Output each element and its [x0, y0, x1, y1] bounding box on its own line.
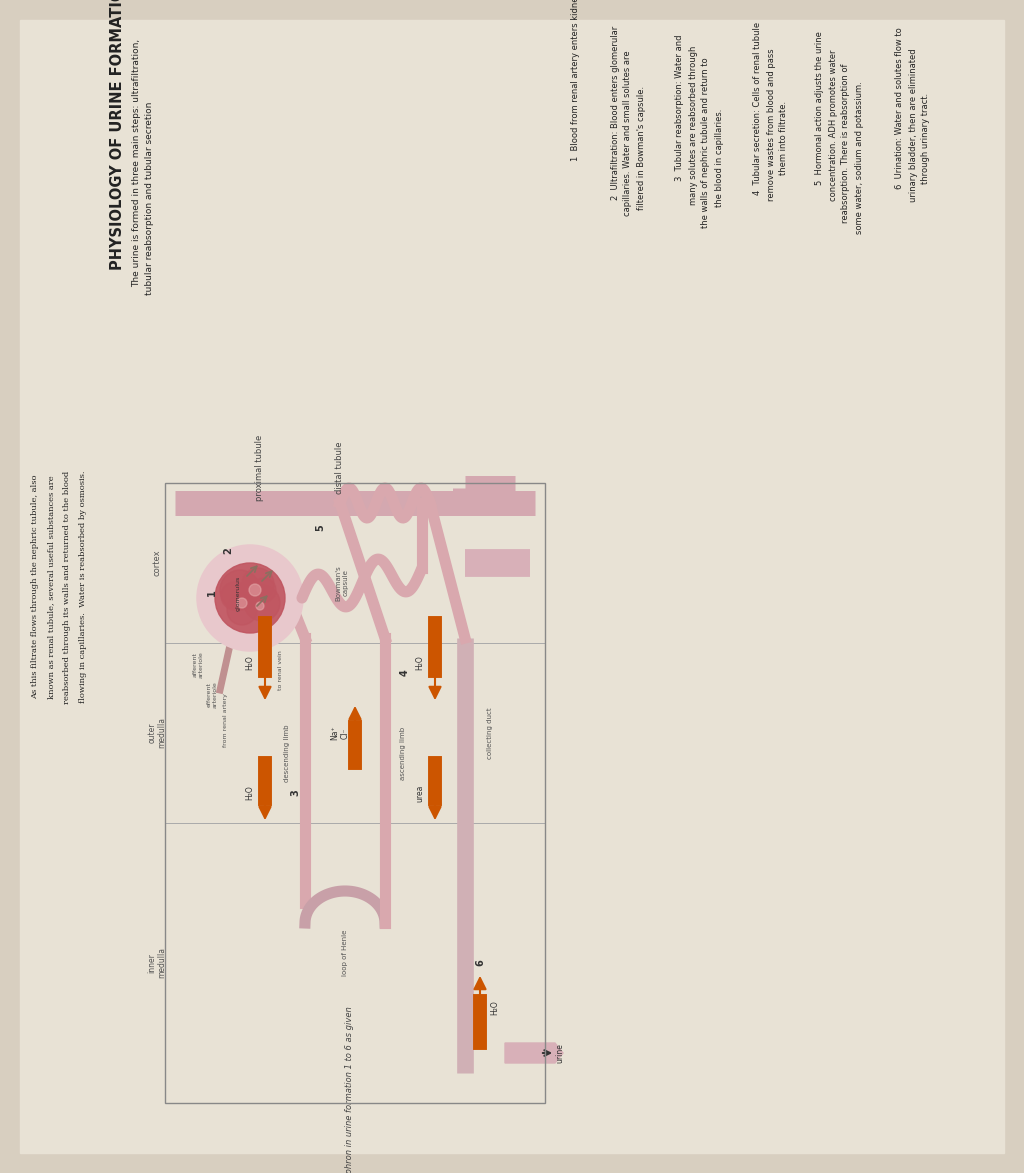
Text: PHYSIOLOGY OF URINE FORMATION: PHYSIOLOGY OF URINE FORMATION: [111, 0, 126, 270]
Text: 5: 5: [315, 524, 325, 531]
Text: 3: 3: [290, 789, 300, 796]
Text: flowing in capillaries.  Water is reabsorbed by osmosis.: flowing in capillaries. Water is reabsor…: [79, 470, 87, 704]
Text: 6  Urination: Water and solutes flow to: 6 Urination: Water and solutes flow to: [896, 27, 904, 189]
Text: H₂O: H₂O: [246, 656, 255, 671]
Text: loop of Henle: loop of Henle: [342, 930, 348, 976]
Circle shape: [215, 563, 285, 633]
Text: collecting duct: collecting duct: [487, 707, 493, 759]
Circle shape: [221, 582, 249, 610]
Text: 4  Tubular secretion: Cells of renal tubule: 4 Tubular secretion: Cells of renal tubu…: [754, 21, 763, 195]
Text: Bowman's
capsule: Bowman's capsule: [336, 565, 348, 601]
Text: some water, sodium and potassium.: some water, sodium and potassium.: [854, 82, 863, 235]
Text: H₂O: H₂O: [490, 1001, 500, 1016]
Text: descending limb: descending limb: [284, 724, 290, 781]
Text: reabsorbed through its walls and returned to the blood: reabsorbed through its walls and returne…: [63, 470, 71, 704]
Text: Fig. 1.56 Role of nephron in urine formation 1 to 6 as given: Fig. 1.56 Role of nephron in urine forma…: [345, 1006, 354, 1173]
Text: distal tubule: distal tubule: [336, 442, 344, 494]
Text: concentration. ADH promotes water: concentration. ADH promotes water: [828, 49, 838, 201]
Text: 1  Blood from renal artery enters kidneys.: 1 Blood from renal artery enters kidneys…: [570, 0, 580, 161]
FancyArrow shape: [505, 1043, 563, 1063]
Text: to renal vein: to renal vein: [278, 650, 283, 690]
Text: 3  Tubular reabsorption: Water and: 3 Tubular reabsorption: Water and: [676, 35, 684, 182]
Text: Na⁺
Cl⁻: Na⁺ Cl⁻: [331, 726, 350, 740]
Text: 1: 1: [207, 590, 217, 596]
Text: urine: urine: [555, 1043, 564, 1063]
Text: known as renal tubule, several useful substances are: known as renal tubule, several useful su…: [47, 475, 55, 699]
Text: H₂O: H₂O: [416, 656, 425, 671]
Text: the walls of nephric tubule and return to: the walls of nephric tubule and return t…: [701, 57, 711, 229]
Text: 5  Hormonal action adjusts the urine: 5 Hormonal action adjusts the urine: [815, 30, 824, 185]
Text: proximal tubule: proximal tubule: [256, 435, 264, 501]
Text: 4: 4: [400, 670, 410, 677]
Text: filtered in Bowman's capsule.: filtered in Bowman's capsule.: [637, 86, 645, 210]
Text: urinary bladder, then are eliminated: urinary bladder, then are eliminated: [908, 48, 918, 202]
Text: The urine is formed in three main steps: ultrafiltration,: The urine is formed in three main steps:…: [132, 39, 141, 287]
Text: reabsorption. There is reabsorption of: reabsorption. There is reabsorption of: [842, 63, 851, 223]
Text: tubular reabsorption and tubular secretion: tubular reabsorption and tubular secreti…: [145, 101, 155, 294]
Text: many solutes are reabsorbed through: many solutes are reabsorbed through: [688, 46, 697, 204]
Text: As this filtrate flows through the nephric tubule, also: As this filtrate flows through the nephr…: [31, 475, 39, 699]
Text: capillaries. Water and small solutes are: capillaries. Water and small solutes are: [624, 50, 633, 216]
Text: from renal artery: from renal artery: [222, 693, 227, 747]
Text: H₂O: H₂O: [246, 786, 255, 800]
Circle shape: [198, 545, 302, 650]
Text: urea: urea: [416, 785, 425, 801]
Circle shape: [227, 595, 257, 625]
Circle shape: [249, 584, 261, 596]
Text: the blood in capillaries.: the blood in capillaries.: [715, 109, 724, 208]
Bar: [165, 483, 545, 1103]
Text: cortex: cortex: [153, 550, 162, 576]
Text: glomerulus: glomerulus: [236, 576, 241, 611]
Circle shape: [237, 598, 247, 608]
Text: efferent
arteriole: efferent arteriole: [207, 682, 217, 708]
Text: 6: 6: [475, 960, 485, 967]
Circle shape: [252, 578, 276, 602]
Text: through urinary tract.: through urinary tract.: [922, 93, 931, 183]
Circle shape: [242, 568, 274, 601]
Text: ascending limb: ascending limb: [400, 726, 406, 780]
Circle shape: [238, 581, 262, 605]
Text: afferent
arteriole: afferent arteriole: [193, 652, 204, 678]
Circle shape: [256, 602, 264, 610]
Circle shape: [244, 585, 280, 621]
Text: outer
medulla: outer medulla: [147, 718, 167, 748]
Text: inner
medulla: inner medulla: [147, 948, 167, 978]
Circle shape: [220, 570, 260, 610]
Text: 2  Ultrafiltration: Blood enters glomerular: 2 Ultrafiltration: Blood enters glomerul…: [610, 26, 620, 201]
Text: remove wastes from blood and pass: remove wastes from blood and pass: [767, 49, 775, 202]
Text: 2: 2: [223, 548, 233, 555]
Text: them into filtrate.: them into filtrate.: [779, 101, 788, 175]
